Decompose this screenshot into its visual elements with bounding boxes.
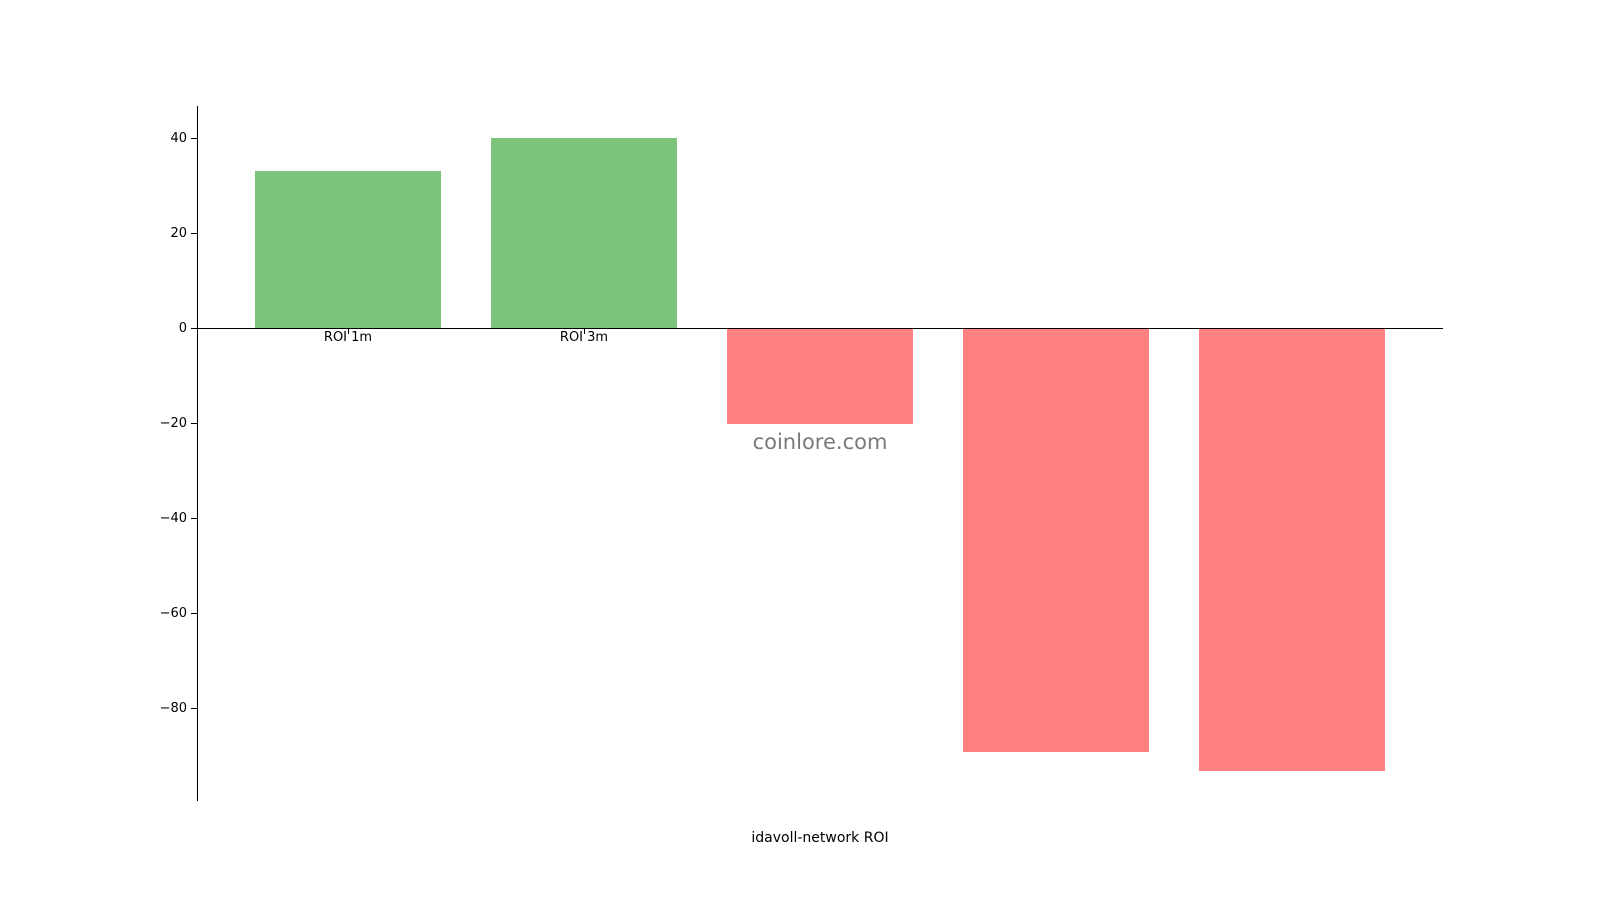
x-tick-label: ROI 1m: [323, 330, 373, 345]
x-tick-mark: [584, 329, 585, 334]
y-tick-mark: [191, 328, 197, 330]
x-tick-label: ROI 3m: [559, 330, 609, 345]
bar: [491, 138, 677, 328]
bar: [255, 171, 441, 328]
y-tick-label: −60: [159, 605, 187, 621]
y-tick-mark: [191, 423, 197, 425]
y-tick-mark: [191, 613, 197, 615]
y-tick-mark: [191, 138, 197, 140]
watermark: coinlore.com: [752, 430, 888, 454]
y-tick-mark: [191, 518, 197, 520]
x-tick-mark: [348, 329, 349, 334]
bar: [727, 329, 913, 424]
bar: [963, 329, 1149, 752]
y-axis-spine: [197, 106, 198, 802]
y-tick-mark: [191, 233, 197, 235]
y-tick-label: 20: [170, 225, 187, 241]
y-tick-label: 0: [178, 320, 187, 336]
y-tick-label: −20: [159, 415, 187, 431]
y-tick-mark: [191, 708, 197, 710]
x-axis-line: [197, 328, 1443, 330]
y-tick-label: −40: [159, 510, 187, 526]
y-tick-label: 40: [170, 130, 187, 146]
chart-title: idavoll-network ROI: [751, 830, 889, 846]
y-tick-label: −80: [159, 700, 187, 716]
bar: [1199, 329, 1385, 771]
